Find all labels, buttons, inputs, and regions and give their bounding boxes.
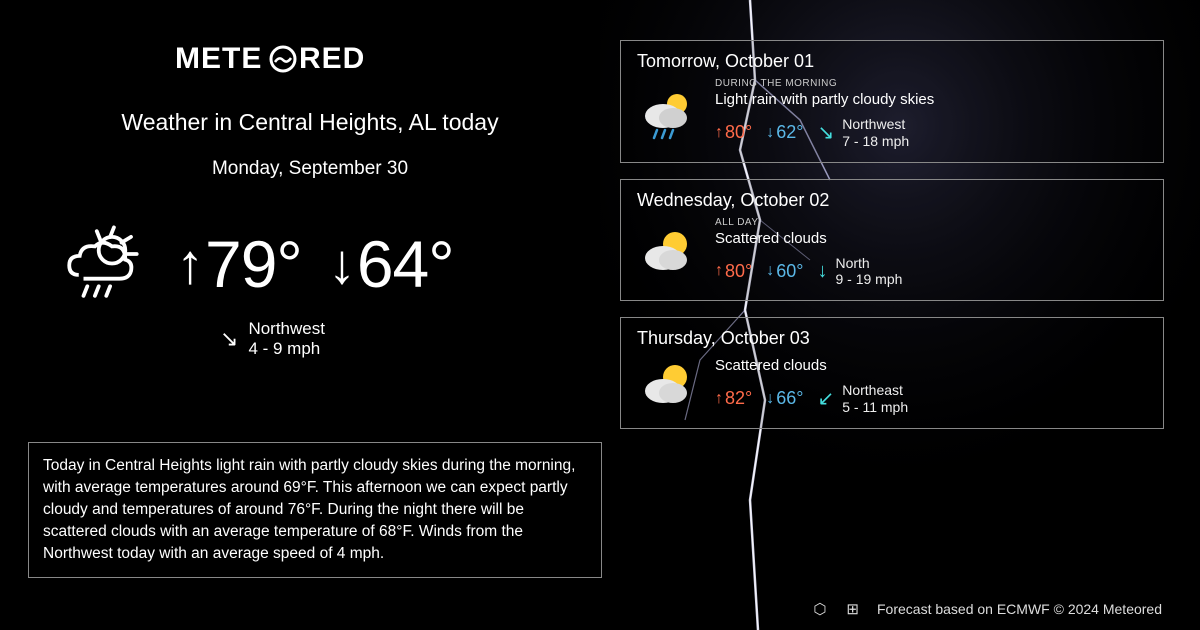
forecast-condition: Scattered clouds [715, 230, 1147, 247]
wind-direction-icon: ↘ [220, 326, 238, 352]
brand-logo: METE RED [175, 40, 560, 81]
forecast-date: Wednesday, October 02 [637, 190, 1147, 211]
up-arrow-icon: ↑ [176, 231, 203, 296]
wind-speed: 4 - 9 mph [248, 339, 325, 359]
wind-direction: Northwest [248, 319, 325, 339]
forecast-card[interactable]: Wednesday, October 02 ALL DAY Scattered … [620, 179, 1164, 302]
today-temp-row: ↑79° ↓64° [55, 216, 560, 311]
down-arrow-icon: ↓ [328, 231, 355, 296]
today-wind: ↘ Northwest 4 - 9 mph [220, 319, 560, 359]
today-low-temp: ↓64° [328, 226, 454, 302]
forecast-high: ↑82° [715, 388, 752, 409]
forecast-condition: Light rain with partly cloudy skies [715, 91, 1147, 108]
weather-icon-rain-cloud [55, 216, 150, 311]
forecast-date: Thursday, October 03 [637, 328, 1147, 349]
forecast-wind: ↓ North 9 - 19 mph [817, 255, 902, 289]
forecast-period: ALL DAY [715, 217, 1147, 228]
forecast-card[interactable]: Tomorrow, October 01 DURING THE MORNING … [620, 40, 1164, 163]
forecast-high: ↑80° [715, 261, 752, 282]
forecast-period: DURING THE MORNING [715, 78, 1147, 89]
page-title: Weather in Central Heights, AL today [60, 109, 560, 136]
forecast-description: Today in Central Heights light rain with… [28, 442, 602, 578]
forecast-low: ↓66° [766, 388, 803, 409]
wind-arrow-icon: ↘ [817, 120, 834, 145]
forecast-list: Tomorrow, October 01 DURING THE MORNING … [580, 0, 1200, 630]
partly-cloudy-icon [637, 222, 697, 282]
rain-partly-cloudy-icon [637, 84, 697, 144]
forecast-wind: ↘ Northwest 7 - 18 mph [817, 116, 909, 150]
forecast-low: ↓60° [766, 261, 803, 282]
partly-cloudy-icon [637, 355, 697, 415]
today-high-temp: ↑79° [176, 226, 302, 302]
forecast-high: ↑80° [715, 122, 752, 143]
today-date: Monday, September 30 [60, 158, 560, 180]
forecast-condition: Scattered clouds [715, 357, 1147, 374]
svg-text:METE: METE [175, 42, 262, 75]
svg-text:RED: RED [299, 42, 365, 75]
forecast-date: Tomorrow, October 01 [637, 51, 1147, 72]
wind-arrow-icon: ↙ [817, 386, 834, 411]
wind-arrow-icon: ↓ [817, 260, 827, 283]
forecast-wind: ↙ Northeast 5 - 11 mph [817, 382, 908, 416]
forecast-low: ↓62° [766, 122, 803, 143]
forecast-card[interactable]: Thursday, October 03 Scattered clouds ↑8… [620, 317, 1164, 429]
